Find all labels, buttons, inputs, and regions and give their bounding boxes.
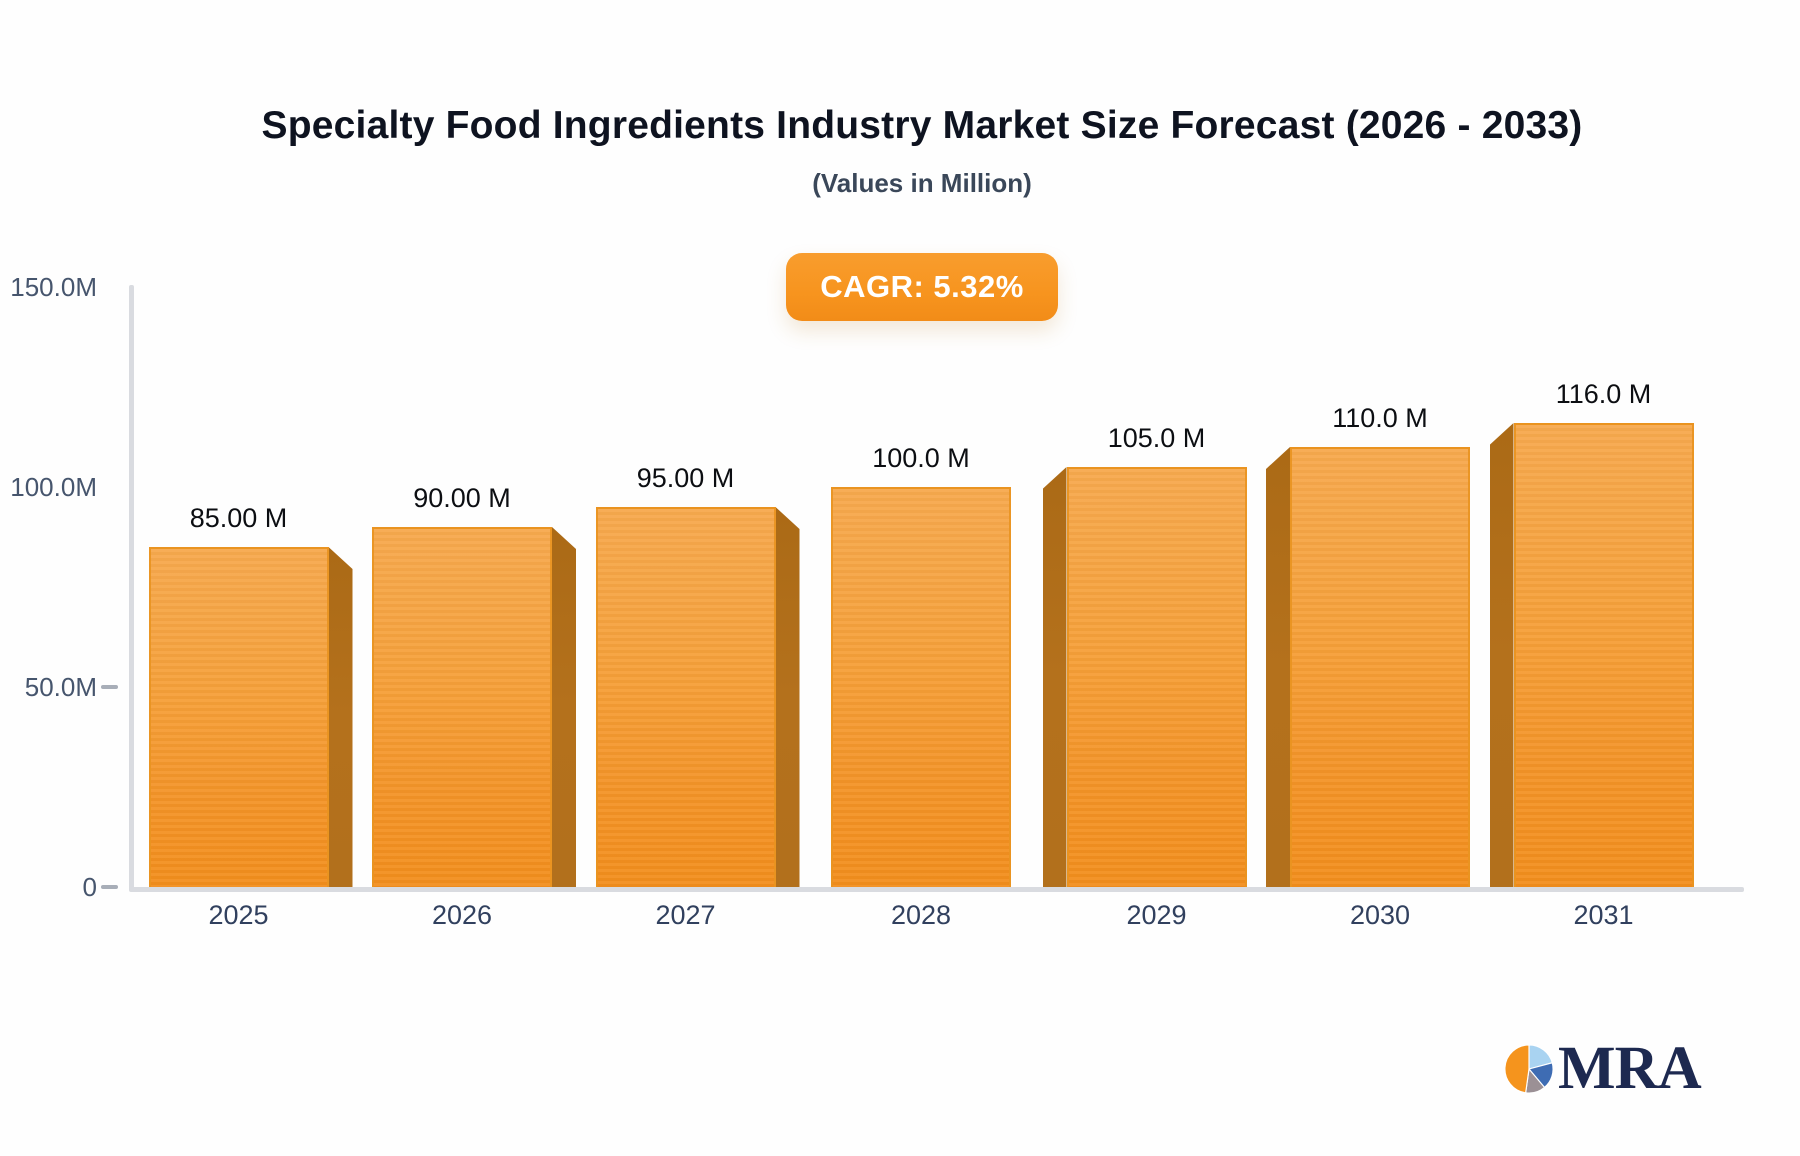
x-axis-label-2026: 2026 xyxy=(431,900,493,930)
x-axis-label-2027: 2027 xyxy=(655,900,716,930)
y-axis-line xyxy=(129,285,134,891)
x-axis-label-2031: 2031 xyxy=(1573,900,1634,930)
bar-2025 xyxy=(148,547,329,887)
x-axis-line xyxy=(129,887,1744,892)
y-axis-tick-label: 0 xyxy=(82,872,97,902)
chart-subtitle: (Values in Million) xyxy=(812,168,1032,198)
pie-slice xyxy=(1504,1043,1530,1093)
bar-side-face xyxy=(1042,467,1067,887)
bar-value-label: 105.0 M xyxy=(1107,423,1206,453)
x-axis-label-2030: 2030 xyxy=(1349,900,1411,930)
bar-2028 xyxy=(831,487,1011,887)
bar-side-face xyxy=(552,527,576,887)
bar-value-label: 95.00 M xyxy=(636,463,735,493)
brand-logo: MRA xyxy=(1503,1035,1702,1102)
y-axis-tick-label: 100.0M xyxy=(10,472,97,502)
bar-side-face xyxy=(328,547,353,887)
bar-value-label: 110.0 M xyxy=(1332,403,1428,433)
bar-value-label: 100.0 M xyxy=(872,443,970,473)
x-axis-label-2028: 2028 xyxy=(890,900,952,930)
pie-chart-logo-icon xyxy=(1504,1043,1554,1094)
bar-value-label: 116.0 M xyxy=(1555,379,1652,409)
bar-2029 xyxy=(1066,467,1247,887)
x-axis-label-2029: 2029 xyxy=(1126,900,1187,930)
bar-value-label: 90.00 M xyxy=(413,483,511,513)
bar-value-label: 85.00 M xyxy=(189,503,288,533)
bar-side-face xyxy=(1489,423,1514,887)
y-axis-tick-mark xyxy=(101,885,118,889)
bar-2026 xyxy=(372,527,552,887)
y-axis-tick-label: 150.0M xyxy=(10,272,97,302)
bar-side-face xyxy=(1266,447,1290,887)
bar-2027 xyxy=(595,507,776,887)
chart-title: Specialty Food Ingredients Industry Mark… xyxy=(261,104,1583,147)
bar-2030 xyxy=(1290,447,1470,887)
brand-logo-text: MRA xyxy=(1558,1035,1702,1102)
cagr-badge-band: CAGR: 5.32% xyxy=(44,253,1800,321)
y-axis-tick-label: 50.0M xyxy=(24,672,97,702)
bar-side-face xyxy=(775,507,800,887)
x-axis-label-2025: 2025 xyxy=(208,900,269,930)
y-axis-tick-mark xyxy=(101,685,118,689)
bar-2031 xyxy=(1513,423,1694,887)
cagr-badge: CAGR: 5.32% xyxy=(786,253,1058,321)
